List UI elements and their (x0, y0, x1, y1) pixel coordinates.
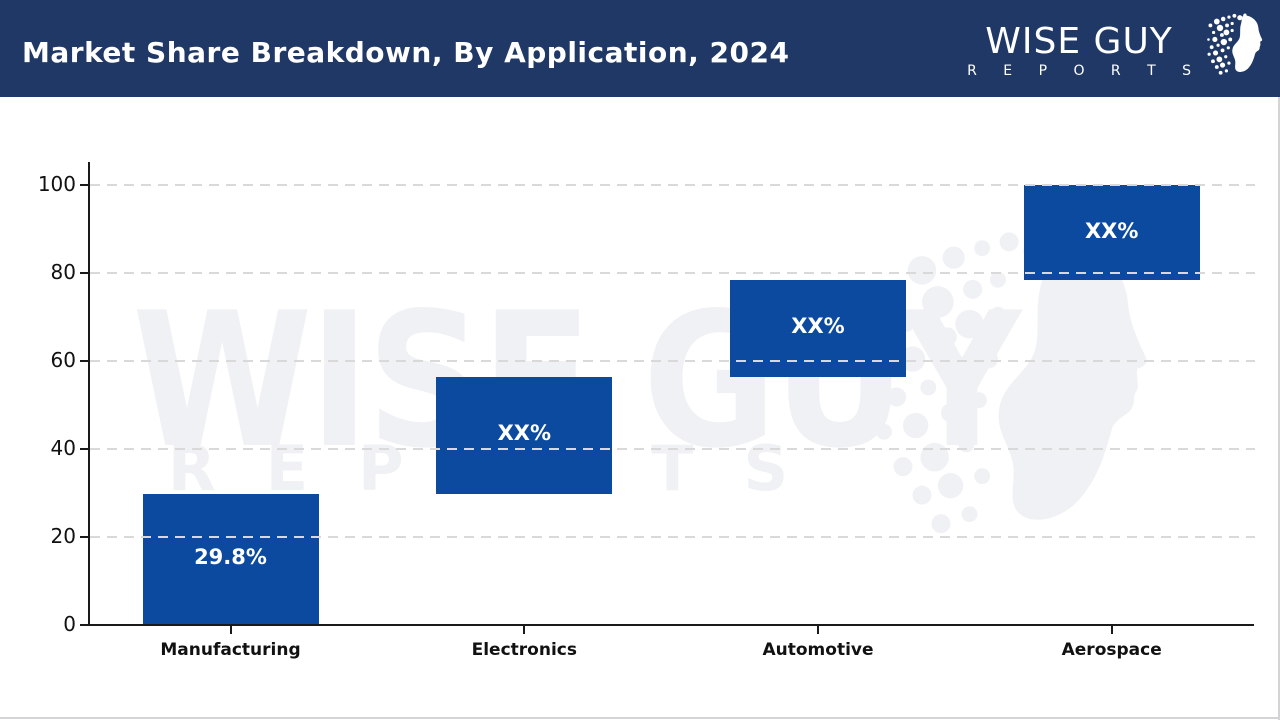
gridline-100 (90, 184, 1255, 186)
x-tick-manufacturing (229, 626, 232, 634)
x-tick-label-electronics: Electronics (471, 640, 577, 660)
bar-value-label-electronics: XX% (497, 421, 552, 446)
y-tick-label-20: 20 (50, 524, 76, 548)
gridline-60 (90, 360, 1255, 362)
y-tick-20 (80, 536, 88, 538)
gridline-80 (90, 272, 1255, 274)
x-tick-label-manufacturing: Manufacturing (160, 640, 301, 660)
bar-manufacturing (142, 493, 319, 625)
logo-wiseguy-text: WISE GUY (985, 21, 1173, 62)
y-tick-60 (80, 360, 88, 362)
wise-guy-reports-logo: WISE GUY R E P O R T S (967, 8, 1268, 92)
bar-value-label-manufacturing: 29.8% (194, 545, 267, 570)
x-tick-automotive (817, 626, 819, 634)
gridline-20 (90, 536, 1255, 538)
y-tick-80 (80, 272, 88, 274)
logo-face-icon (1207, 13, 1263, 75)
page-title: Market Share Breakdown, By Application, … (22, 36, 790, 69)
y-tick-0 (80, 624, 88, 626)
y-tick-label-60: 60 (50, 348, 76, 372)
y-tick-label-40: 40 (50, 436, 76, 460)
y-tick-label-0: 0 (63, 612, 76, 636)
y-tick-100 (80, 184, 88, 186)
y-tick-label-80: 80 (50, 260, 76, 284)
bar-electronics (436, 376, 613, 494)
x-tick-label-automotive: Automotive (762, 640, 874, 660)
y-axis-line (88, 162, 90, 626)
bar-value-label-aerospace: XX% (1084, 218, 1139, 243)
x-tick-label-aerospace: Aerospace (1061, 640, 1162, 660)
header-bar: Market Share Breakdown, By Application, … (0, 0, 1280, 97)
x-tick-electronics (523, 626, 526, 634)
bar-value-label-automotive: XX% (791, 314, 845, 339)
logo-reports-text: R E P O R T S (967, 63, 1202, 79)
x-tick-aerospace (1110, 626, 1113, 634)
y-tick-label-100: 100 (37, 172, 76, 196)
bar-aerospace (1023, 185, 1200, 281)
y-tick-40 (80, 448, 88, 450)
x-axis-line (88, 624, 1254, 626)
gridline-40 (90, 448, 1255, 450)
